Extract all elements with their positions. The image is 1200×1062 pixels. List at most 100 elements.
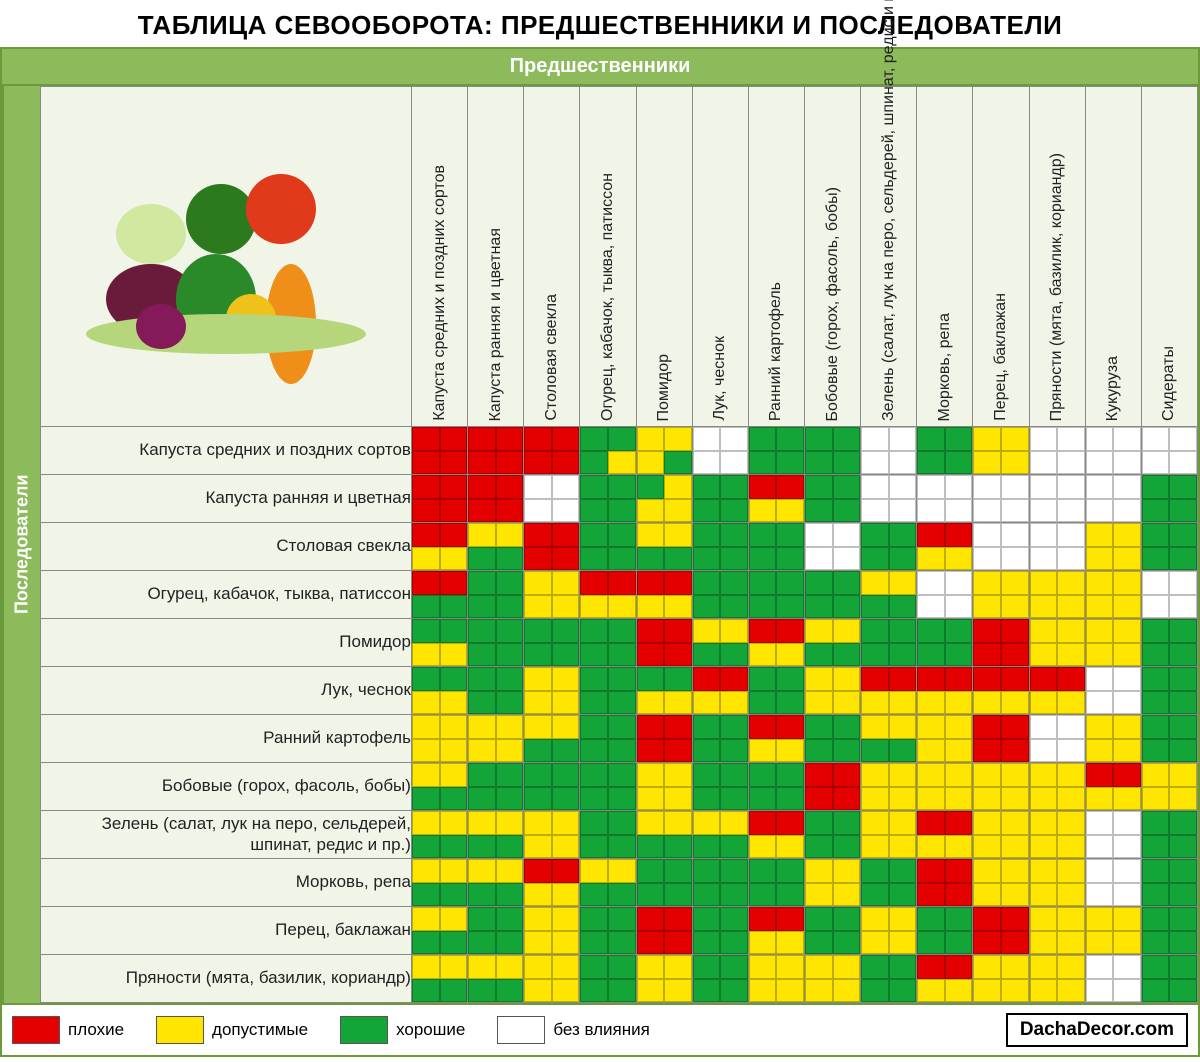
matrix-cell	[917, 667, 973, 715]
legend-swatch	[497, 1016, 545, 1044]
matrix-cell	[468, 571, 524, 619]
matrix-cell	[917, 571, 973, 619]
matrix-cell	[636, 523, 692, 571]
matrix-cell	[1085, 571, 1141, 619]
row-header: Бобовые (горох, фасоль, бобы)	[41, 763, 412, 811]
matrix-cell	[861, 523, 917, 571]
column-header-label: Помидор	[655, 354, 673, 421]
matrix-cell	[804, 619, 860, 667]
column-header: Пряности (мята, базилик, кориандр)	[1029, 87, 1085, 427]
column-header-label: Сидераты	[1160, 346, 1178, 421]
matrix-cell	[1141, 571, 1197, 619]
matrix-cell	[973, 427, 1029, 475]
matrix-cell	[1141, 667, 1197, 715]
matrix-cell	[973, 907, 1029, 955]
matrix-cell	[580, 619, 636, 667]
column-header-label: Морковь, репа	[936, 313, 954, 421]
column-header: Бобовые (горох, фасоль, бобы)	[804, 87, 860, 427]
matrix-cell	[524, 715, 580, 763]
matrix-cell	[861, 667, 917, 715]
matrix-cell	[1085, 523, 1141, 571]
matrix-cell	[861, 715, 917, 763]
matrix-cell	[524, 571, 580, 619]
chart-frame: Предшественники Последователи Капуста ср…	[0, 47, 1200, 1057]
matrix-cell	[1085, 475, 1141, 523]
matrix-cell	[468, 667, 524, 715]
matrix-cell	[917, 715, 973, 763]
page-title: ТАБЛИЦА СЕВООБОРОТА: ПРЕДШЕСТВЕННИКИ И П…	[0, 0, 1200, 47]
matrix-cell	[748, 475, 804, 523]
matrix-cell	[1085, 667, 1141, 715]
matrix-cell	[1029, 475, 1085, 523]
matrix-cell	[1029, 907, 1085, 955]
matrix-cell	[1141, 427, 1197, 475]
matrix-cell	[692, 763, 748, 811]
matrix-cell	[692, 427, 748, 475]
column-header-label: Перец, баклажан	[992, 293, 1010, 421]
legend-label: хорошие	[396, 1020, 465, 1040]
matrix-cell	[748, 811, 804, 859]
matrix-cell	[524, 907, 580, 955]
matrix-cell	[804, 667, 860, 715]
column-header: Зелень (салат, лук на перо, сельдерей, ш…	[861, 87, 917, 427]
matrix-cell	[692, 955, 748, 1003]
legend-label: без влияния	[553, 1020, 650, 1040]
matrix-cell	[1085, 907, 1141, 955]
matrix-cell	[861, 619, 917, 667]
column-header-label: Столовая свекла	[543, 294, 561, 421]
matrix-cell	[411, 811, 467, 859]
axis-left-label: Последователи	[2, 86, 40, 1003]
matrix-cell	[411, 955, 467, 1003]
matrix-cell	[1141, 859, 1197, 907]
matrix-cell	[524, 955, 580, 1003]
matrix-cell	[917, 619, 973, 667]
matrix-cell	[804, 715, 860, 763]
matrix-cell	[580, 763, 636, 811]
matrix-cell	[580, 667, 636, 715]
matrix-cell	[636, 571, 692, 619]
matrix-cell	[468, 859, 524, 907]
matrix-cell	[1085, 715, 1141, 763]
column-header: Морковь, репа	[917, 87, 973, 427]
matrix-cell	[1085, 811, 1141, 859]
matrix-cell	[692, 523, 748, 571]
column-header-label: Пряности (мята, базилик, кориандр)	[1048, 153, 1066, 421]
matrix-cell	[692, 571, 748, 619]
matrix-cell	[580, 811, 636, 859]
matrix-cell	[411, 667, 467, 715]
matrix-cell	[1141, 907, 1197, 955]
row-header: Перец, баклажан	[41, 907, 412, 955]
matrix-cell	[580, 715, 636, 763]
matrix-cell	[861, 811, 917, 859]
matrix-cell	[804, 859, 860, 907]
matrix-cell	[636, 811, 692, 859]
column-header: Столовая свекла	[524, 87, 580, 427]
matrix-cell	[973, 667, 1029, 715]
axis-top-label: Предшественники	[2, 49, 1198, 86]
matrix-cell	[917, 907, 973, 955]
matrix-cell	[1029, 715, 1085, 763]
matrix-cell	[580, 427, 636, 475]
row-header: Пряности (мята, базилик, кориандр)	[41, 955, 412, 1003]
column-header: Капуста средних и поздних сортов	[411, 87, 467, 427]
matrix-cell	[1029, 571, 1085, 619]
matrix-cell	[411, 619, 467, 667]
matrix-cell	[636, 619, 692, 667]
matrix-cell	[973, 619, 1029, 667]
matrix-cell	[917, 955, 973, 1003]
matrix-cell	[1085, 763, 1141, 811]
column-header-label: Лук, чеснок	[711, 336, 729, 421]
column-header: Сидераты	[1141, 87, 1197, 427]
matrix-cell	[692, 667, 748, 715]
legend-label: допустимые	[212, 1020, 308, 1040]
matrix-cell	[748, 523, 804, 571]
matrix-cell	[692, 619, 748, 667]
column-header: Капуста ранняя и цветная	[468, 87, 524, 427]
matrix-cell	[973, 955, 1029, 1003]
matrix-cell	[692, 475, 748, 523]
matrix-cell	[636, 955, 692, 1003]
matrix-cell	[1029, 955, 1085, 1003]
matrix-cell	[861, 955, 917, 1003]
matrix-cell	[748, 955, 804, 1003]
matrix-cell	[636, 763, 692, 811]
